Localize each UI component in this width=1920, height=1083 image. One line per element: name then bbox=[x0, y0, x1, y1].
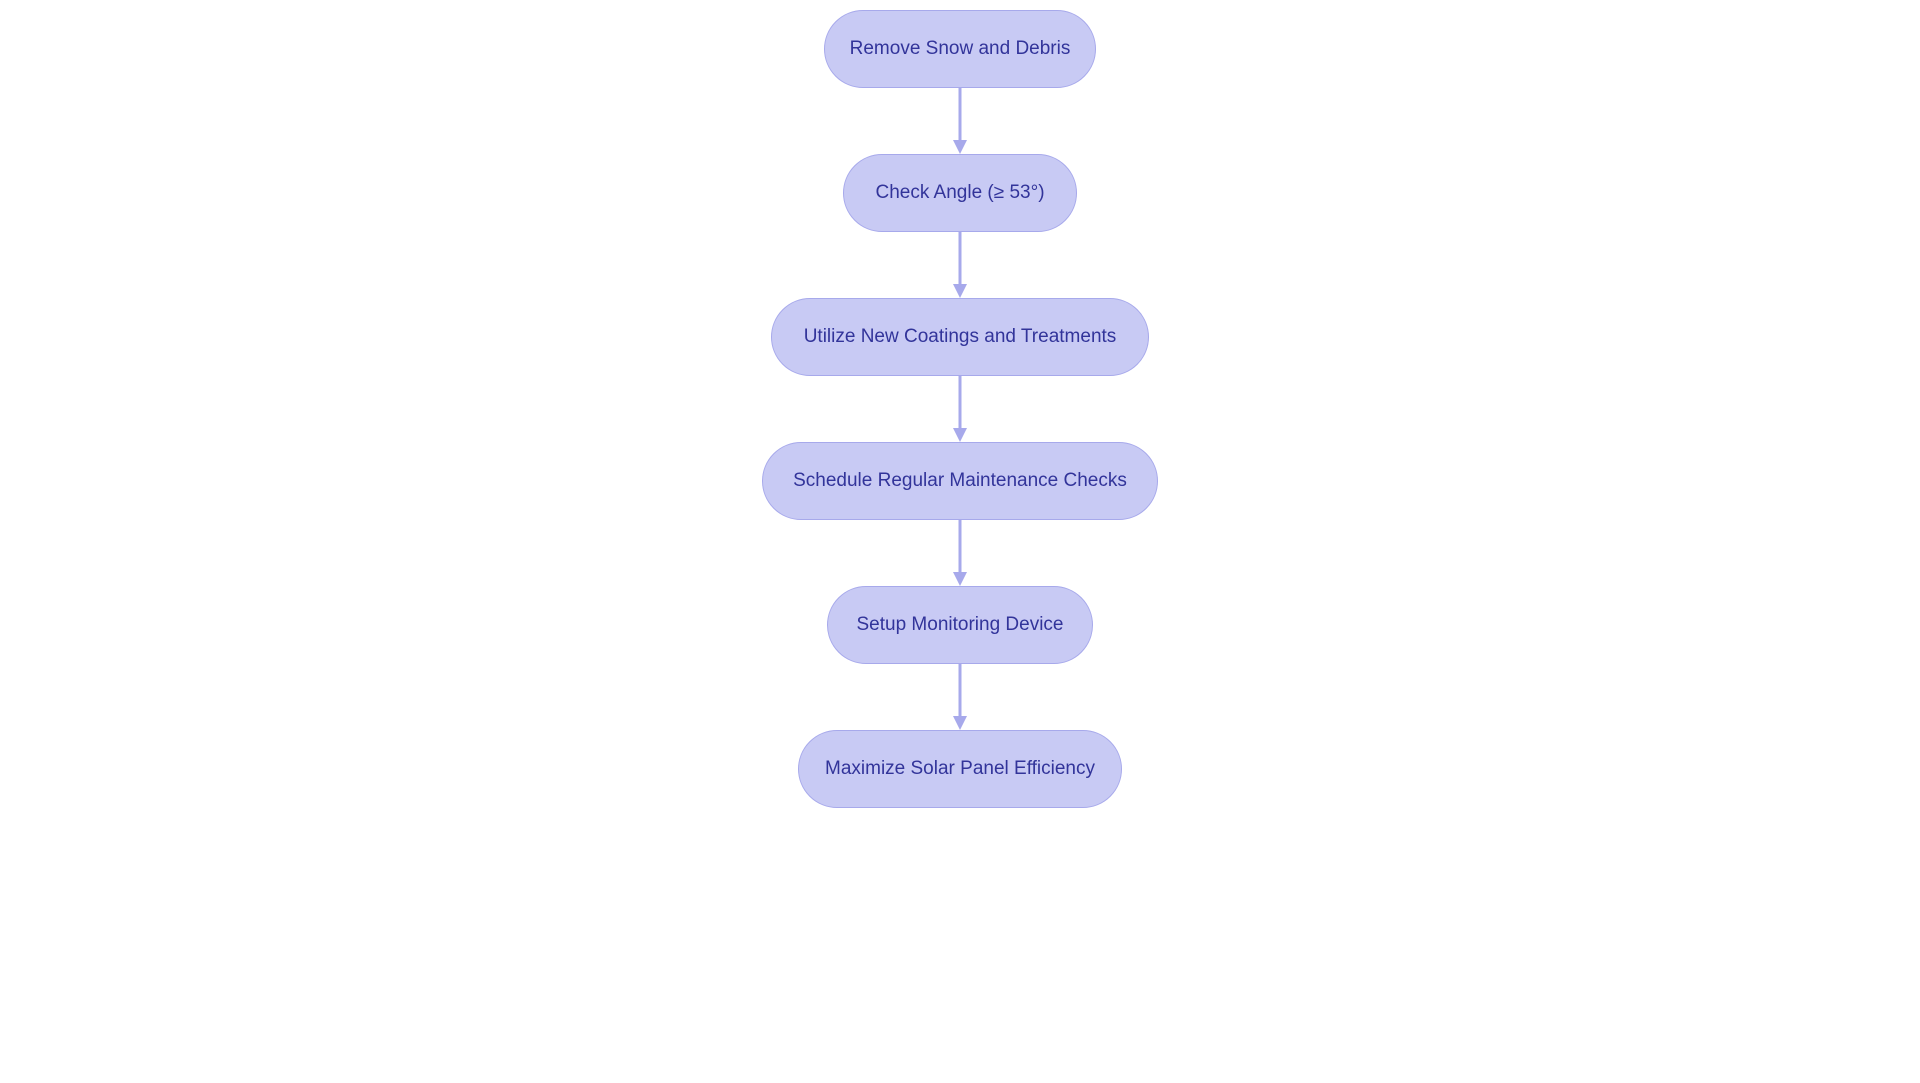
flowchart-node: Schedule Regular Maintenance Checks bbox=[762, 442, 1158, 520]
arrow-line bbox=[959, 376, 962, 432]
arrow-line bbox=[959, 664, 962, 720]
flowchart-node: Remove Snow and Debris bbox=[824, 10, 1096, 88]
node-label: Setup Monitoring Device bbox=[857, 614, 1064, 636]
flowchart-node: Maximize Solar Panel Efficiency bbox=[798, 730, 1122, 808]
node-label: Remove Snow and Debris bbox=[850, 38, 1071, 60]
arrow-head bbox=[953, 428, 967, 442]
arrow-line bbox=[959, 520, 962, 576]
node-label: Utilize New Coatings and Treatments bbox=[804, 326, 1117, 348]
node-label: Schedule Regular Maintenance Checks bbox=[793, 470, 1127, 492]
arrow-line bbox=[959, 88, 962, 144]
flowchart-node: Utilize New Coatings and Treatments bbox=[771, 298, 1149, 376]
arrow-line bbox=[959, 232, 962, 288]
arrow-head bbox=[953, 716, 967, 730]
arrow-head bbox=[953, 284, 967, 298]
arrow-head bbox=[953, 140, 967, 154]
arrow-head bbox=[953, 572, 967, 586]
flowchart-node: Check Angle (≥ 53°) bbox=[843, 154, 1077, 232]
node-label: Check Angle (≥ 53°) bbox=[875, 182, 1044, 204]
node-label: Maximize Solar Panel Efficiency bbox=[825, 758, 1095, 780]
flowchart-node: Setup Monitoring Device bbox=[827, 586, 1093, 664]
